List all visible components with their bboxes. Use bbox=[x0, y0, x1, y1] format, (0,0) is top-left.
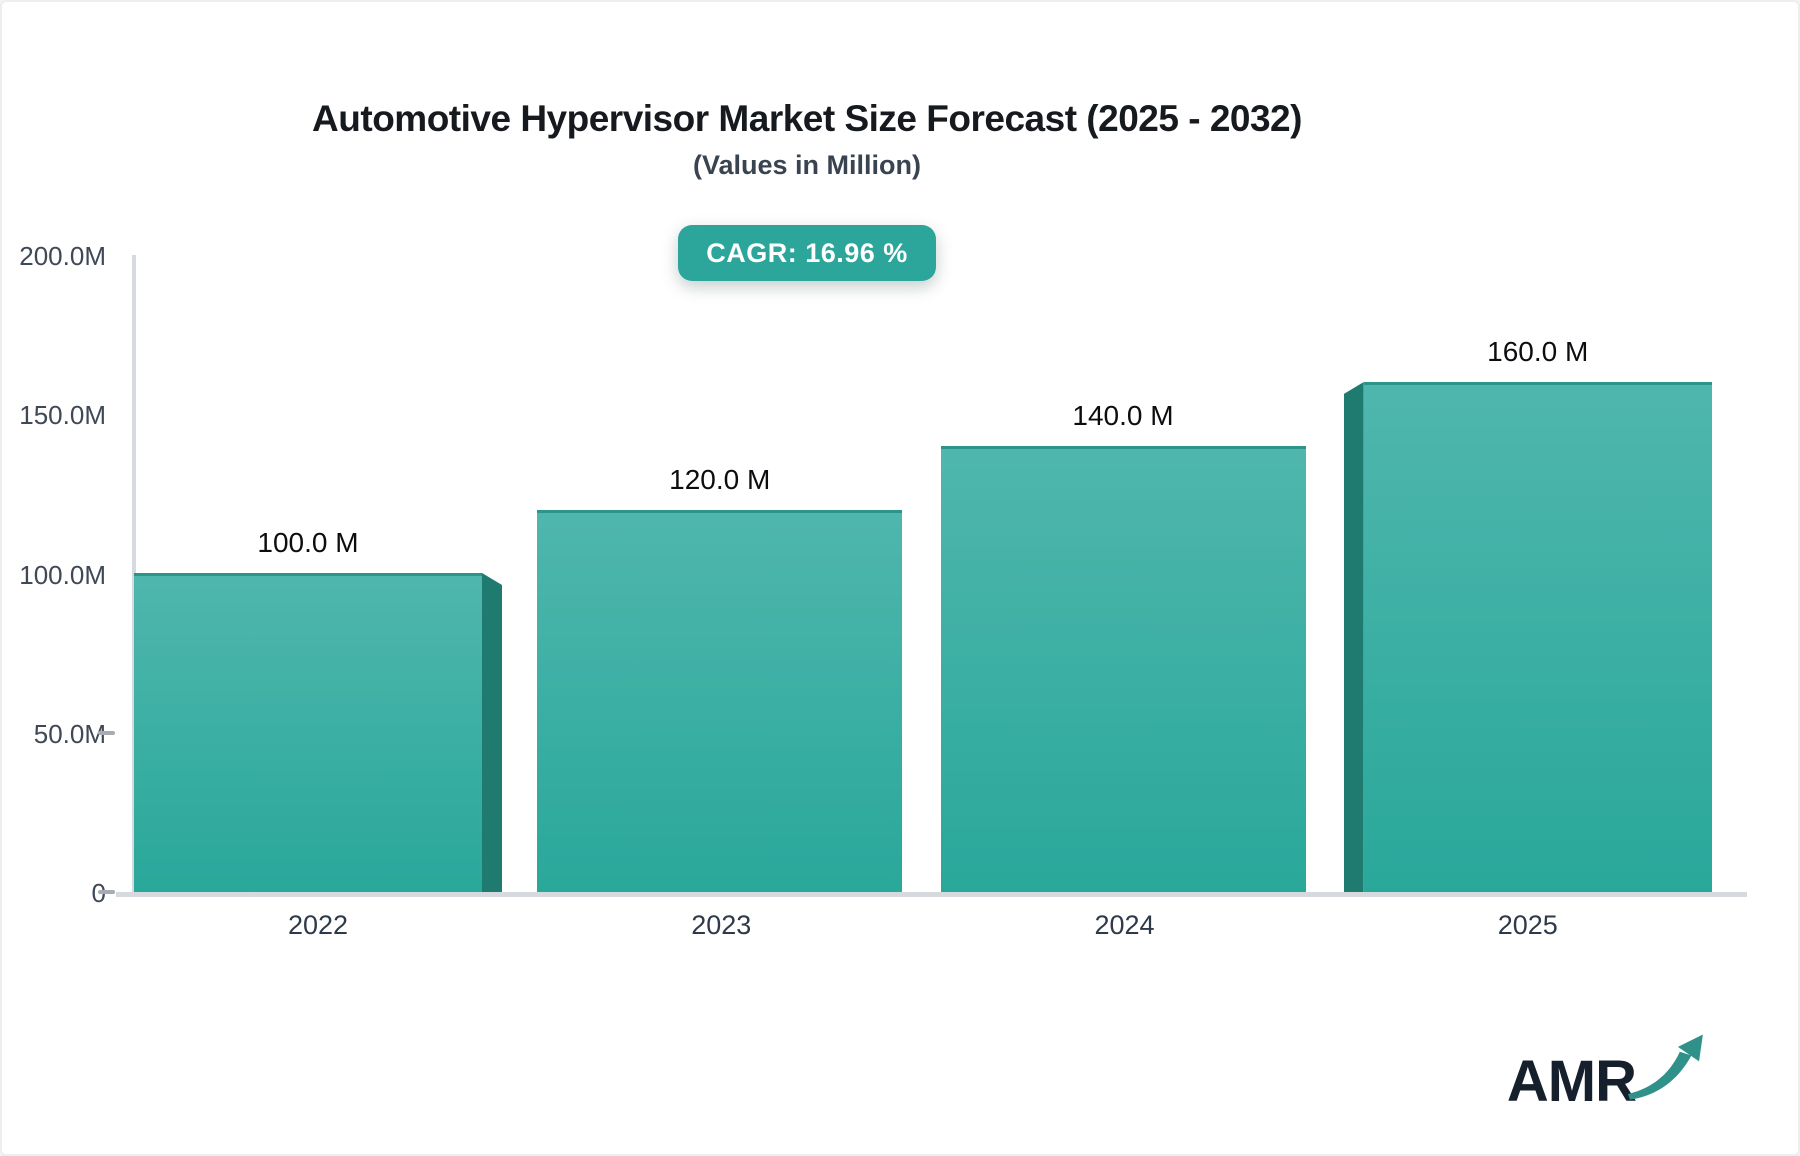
chart-subtitle: (Values in Million) bbox=[692, 150, 922, 180]
x-axis-line bbox=[116, 892, 1747, 897]
bar-group: 120.0 M 2023 bbox=[537, 255, 940, 940]
plot-area: 100.0 M 2022 120.0 M 2023 140.0 M 2024 160.0 M… bbox=[19, 241, 1747, 940]
x-axis-label: 2025 bbox=[1497, 910, 1558, 940]
bar-group: 160.0 M 2025 bbox=[1343, 255, 1747, 940]
bar-value-label: 160.0 M bbox=[1487, 336, 1589, 367]
bar-group: 140.0 M 2024 bbox=[940, 255, 1344, 940]
bar-2024 bbox=[940, 446, 1306, 892]
y-tick-dash bbox=[98, 730, 115, 735]
bar-side-face bbox=[1343, 382, 1364, 892]
amr-logo: AMR bbox=[1506, 1030, 1724, 1114]
chart-header: Automotive Hypervisor Market Size Foreca… bbox=[2, 2, 1612, 281]
y-tick-label: 150.0M bbox=[19, 400, 106, 431]
x-axis-label: 2022 bbox=[287, 910, 349, 940]
bar-2022 bbox=[134, 573, 482, 892]
y-tick-label: 200.0M bbox=[19, 241, 106, 271]
x-axis-label: 2023 bbox=[691, 910, 752, 940]
bar-2025 bbox=[1363, 382, 1712, 892]
bar-value-label: 140.0 M bbox=[1072, 400, 1174, 431]
bar-group: 100.0 M 2022 bbox=[134, 255, 537, 940]
y-tick-label: 0 bbox=[2, 878, 106, 909]
x-axis-label: 2024 bbox=[1094, 910, 1155, 940]
y-tick-label: 100.0M bbox=[19, 559, 106, 590]
trend-arrow-icon bbox=[1628, 1034, 1703, 1100]
y-tick-label: 50.0M bbox=[33, 718, 106, 749]
cagr-badge: CAGR: 16.96 % bbox=[678, 225, 936, 281]
chart-title: Automotive Hypervisor Market Size Foreca… bbox=[312, 98, 1302, 139]
bar-2023 bbox=[537, 510, 903, 892]
bar-value-label: 100.0 M bbox=[257, 527, 359, 558]
amr-logo-text: AMR bbox=[1506, 1049, 1637, 1114]
bar-side-face bbox=[482, 573, 502, 892]
bar-value-label: 120.0 M bbox=[669, 464, 771, 495]
y-tick-dash bbox=[98, 890, 115, 894]
